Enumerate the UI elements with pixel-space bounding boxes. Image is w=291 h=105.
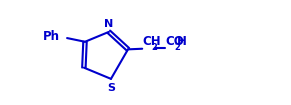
Text: CO: CO xyxy=(165,35,184,47)
Text: 2: 2 xyxy=(175,43,180,52)
Text: 2: 2 xyxy=(152,43,158,52)
Text: S: S xyxy=(108,83,116,93)
Text: H: H xyxy=(177,35,187,47)
Text: CH: CH xyxy=(143,35,161,47)
Text: N: N xyxy=(104,19,113,29)
Text: Ph: Ph xyxy=(43,30,60,43)
